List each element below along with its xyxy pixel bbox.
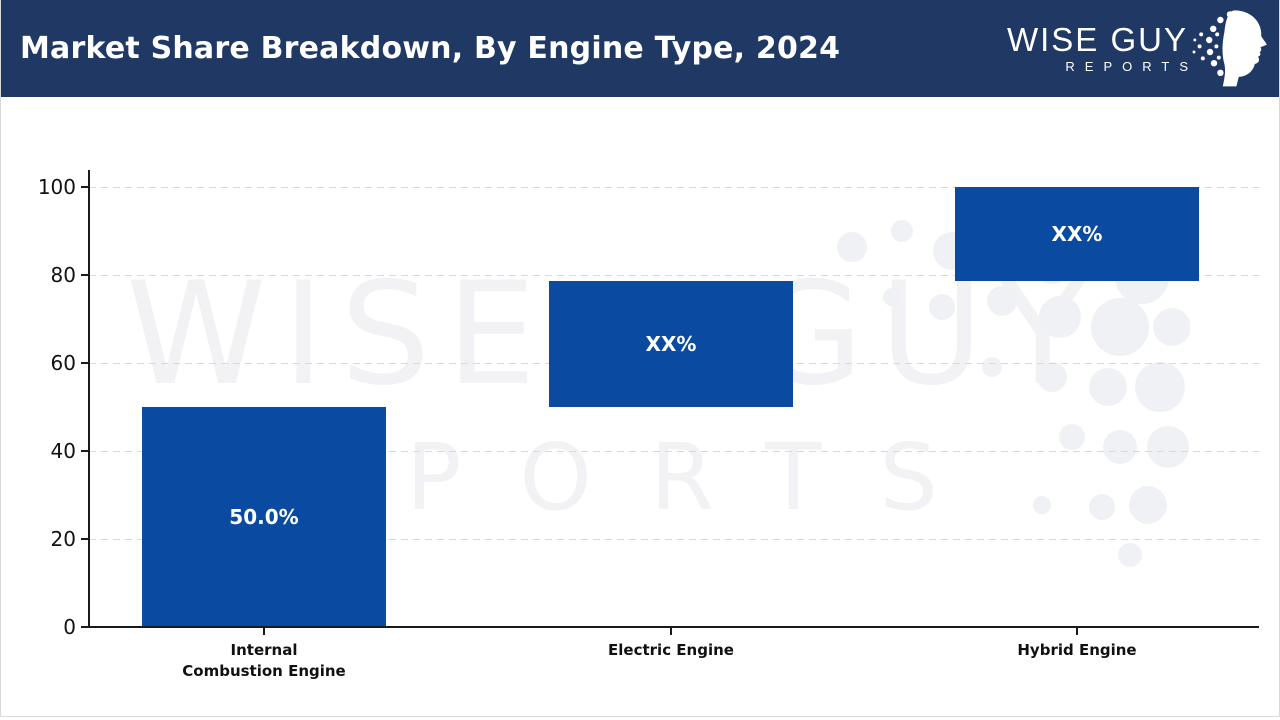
- wiseguy-logo-text: WISE GUY REPORTS: [1006, 21, 1188, 75]
- bar-internal-combustion-engine: 50.0%: [142, 407, 386, 627]
- y-tick-label: 20: [50, 527, 76, 551]
- y-gridline: [89, 186, 1259, 188]
- y-tick-label: 100: [37, 175, 76, 199]
- x-category-label: Electric Engine: [608, 641, 734, 659]
- x-tick-mark: [263, 628, 265, 635]
- bar-value-label: 50.0%: [229, 505, 299, 529]
- x-category-label: Hybrid Engine: [1017, 641, 1137, 659]
- y-axis-line: [88, 170, 90, 628]
- wiseguy-head-icon: [1192, 10, 1267, 87]
- y-tick-mark: [81, 450, 89, 452]
- y-gridline: [89, 538, 1259, 540]
- wiseguy-logo-name: WISE GUY: [1006, 21, 1188, 58]
- y-tick-mark: [81, 538, 89, 540]
- y-tick-mark: [81, 362, 89, 364]
- y-tick-mark: [81, 186, 89, 188]
- chart-title: Market Share Breakdown, By Engine Type, …: [20, 31, 841, 66]
- x-tick-mark: [1076, 628, 1078, 635]
- y-gridline: [89, 274, 1259, 276]
- y-tick-label: 60: [50, 351, 76, 375]
- y-tick-label: 80: [50, 263, 76, 287]
- y-tick-mark: [81, 626, 89, 628]
- y-tick-mark: [81, 274, 89, 276]
- x-tick-mark: [670, 628, 672, 635]
- wiseguy-logo-subname: REPORTS: [1065, 59, 1198, 74]
- bar-value-label: XX%: [1051, 222, 1103, 247]
- header-bar: Market Share Breakdown, By Engine Type, …: [0, 0, 1280, 97]
- bar-hybrid-engine: XX%: [955, 187, 1199, 282]
- y-gridline: [89, 450, 1259, 452]
- x-axis-line: [88, 626, 1259, 628]
- x-category-label: Internal Combustion Engine: [182, 641, 346, 680]
- y-tick-label: 0: [63, 615, 76, 639]
- y-tick-label: 40: [50, 439, 76, 463]
- wiseguy-logo: WISE GUY REPORTS: [1007, 6, 1270, 90]
- bar-value-label: XX%: [645, 332, 697, 357]
- bar-electric-engine: XX%: [549, 281, 793, 407]
